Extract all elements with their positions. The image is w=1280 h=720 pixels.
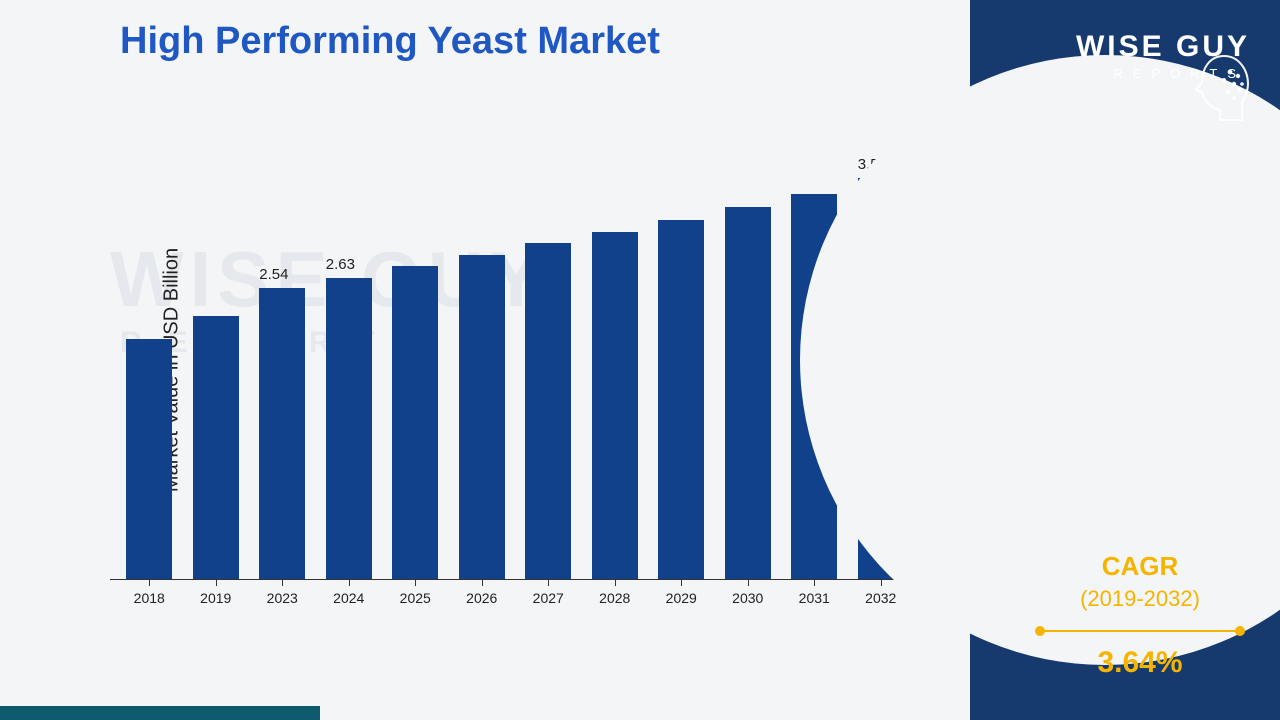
cagr-divider — [1040, 630, 1240, 632]
x-tick-label: 2025 — [382, 580, 449, 620]
chart-title: High Performing Yeast Market — [120, 20, 660, 63]
bar: 2.63 — [326, 278, 372, 580]
brain-head-icon — [1194, 54, 1250, 124]
bars-container: 2.542.633.5 — [110, 120, 920, 580]
cagr-block: CAGR (2019-2032) 3.64% — [1030, 551, 1250, 680]
bar-wrap — [582, 120, 649, 580]
bar-wrap — [515, 120, 582, 580]
bar — [592, 232, 638, 580]
right-panel: WISE GUY REPORTS CAGR (2019-2032) 3.64% — [970, 0, 1280, 720]
bar-wrap — [648, 120, 715, 580]
bar — [459, 255, 505, 580]
x-ticks: 2018201920232024202520262027202820292030… — [110, 580, 920, 620]
cagr-label: CAGR — [1030, 551, 1250, 582]
bar-wrap — [382, 120, 449, 580]
brand-logo: WISE GUY REPORTS — [1076, 30, 1250, 81]
x-tick-label: 2029 — [648, 580, 715, 620]
bar-wrap — [449, 120, 516, 580]
bar — [725, 207, 771, 580]
x-tick-label: 2028 — [582, 580, 649, 620]
bar: 2.54 — [259, 288, 305, 580]
bar — [525, 243, 571, 580]
cagr-range: (2019-2032) — [1030, 586, 1250, 612]
plot-area: 2.542.633.5 — [110, 120, 920, 580]
bar-wrap: 2.54 — [249, 120, 316, 580]
x-tick-label: 2026 — [449, 580, 516, 620]
x-tick-label: 2031 — [781, 580, 848, 620]
bar-value-label: 2.54 — [259, 266, 288, 283]
bar — [193, 316, 239, 581]
x-tick-label: 2019 — [183, 580, 250, 620]
x-tick-label: 2024 — [316, 580, 383, 620]
bar-chart: Market Value in USD Billion 2.542.633.5 … — [60, 120, 920, 620]
x-tick-label: 2023 — [249, 580, 316, 620]
bar-wrap — [116, 120, 183, 580]
x-tick-label: 2027 — [515, 580, 582, 620]
bar-wrap — [183, 120, 250, 580]
bar-wrap — [715, 120, 782, 580]
bar — [126, 339, 172, 581]
bar-value-label: 2.63 — [326, 256, 355, 273]
bar-wrap: 2.63 — [316, 120, 383, 580]
cagr-value: 3.64% — [1030, 646, 1250, 680]
infographic-stage: WISE GUY REPORTS CAGR (2019-2032) 3.64% … — [0, 0, 1280, 720]
bar — [392, 266, 438, 580]
x-tick-label: 2018 — [116, 580, 183, 620]
bottom-accent-bar — [0, 706, 320, 720]
x-tick-label: 2030 — [715, 580, 782, 620]
bar — [658, 220, 704, 580]
